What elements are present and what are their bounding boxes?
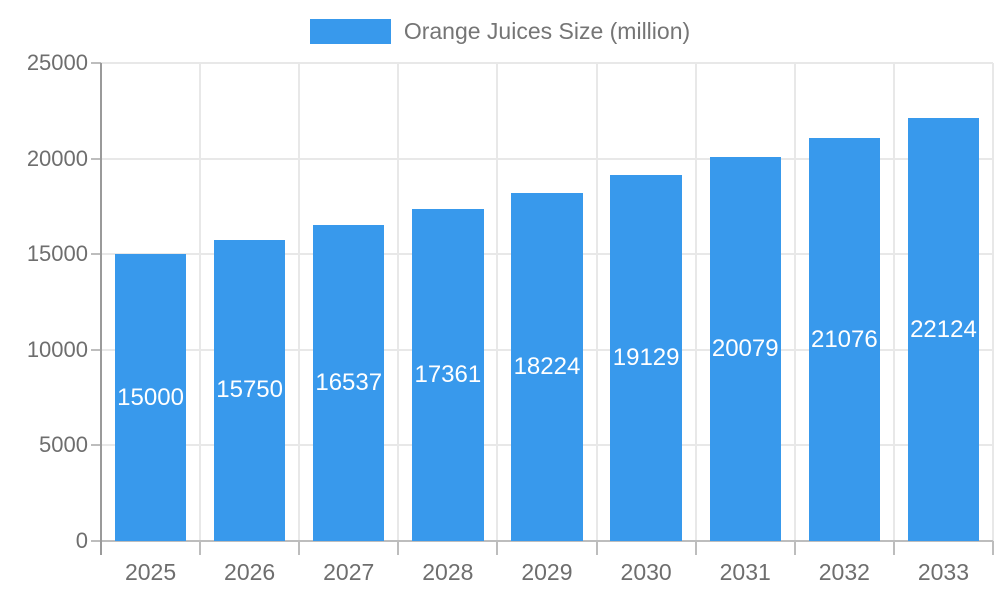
x-axis-label-2026: 2026 [224,559,276,585]
x-axis-label-2025: 2025 [124,559,177,585]
x-axis-tick [695,541,697,555]
gridline-horizontal [101,62,993,64]
bar-2029[interactable] [511,192,583,541]
gridline-vertical [397,63,399,541]
x-axis-tick [893,541,895,555]
x-axis-label-2028: 2028 [422,559,474,585]
y-axis-tick [91,349,101,351]
legend-swatch [309,18,391,44]
bar-value-label: 19129 [612,344,680,372]
x-axis-tick [397,541,399,555]
y-axis-tick [91,158,101,160]
gridline-vertical [596,63,598,541]
legend-label: Orange Juices Size (million) [403,18,691,44]
bar-value-label: 21076 [810,325,878,353]
x-axis-label-2032: 2032 [818,559,870,585]
y-axis-label: 25000 [26,50,88,75]
y-axis-label: 5000 [39,432,88,457]
bar-value-label: 15750 [216,376,284,404]
bar-value-label: 20079 [711,335,779,362]
bar-2032[interactable] [808,138,881,541]
x-axis-label-2029: 2029 [521,559,573,585]
gridline-vertical [794,63,796,541]
y-axis-label: 10000 [26,337,88,362]
x-axis-label-2027: 2027 [323,559,375,585]
gridline-vertical [496,63,498,541]
x-axis-tick [199,541,201,555]
gridline-vertical [893,63,895,541]
gridline-horizontal [101,158,993,160]
bar-value-label: 16537 [315,368,383,396]
bar-2030[interactable] [610,175,682,541]
bar-2031[interactable] [709,157,781,541]
x-axis-tick [596,541,598,555]
gridline-vertical [199,63,201,541]
y-axis-label: 15000 [26,241,88,266]
x-axis-tick [496,541,498,555]
x-axis-label-2031: 2031 [719,559,771,585]
bar-2026[interactable] [214,239,286,541]
x-axis-label-2030: 2030 [620,559,672,585]
x-axis-tick [794,541,796,555]
x-axis-line [91,540,993,542]
gridline-vertical [695,63,697,541]
y-axis-label: 0 [75,528,88,553]
y-axis-label: 20000 [26,146,88,171]
bar-value-label: 22124 [910,315,977,343]
x-axis-tick [298,541,300,555]
bar-value-label: 15000 [117,383,184,411]
bar-2025[interactable] [114,254,187,541]
bar-value-label: 18224 [513,352,581,380]
gridline-vertical [992,63,994,541]
bar-2027[interactable] [313,224,385,541]
x-axis-tick [992,541,994,555]
y-axis-line [100,63,102,555]
y-axis-tick [91,253,101,255]
bar-2033[interactable] [907,118,980,541]
gridline-vertical [298,63,300,541]
bar-2028[interactable] [412,209,484,541]
x-axis-label-2033: 2033 [917,559,970,585]
y-axis-tick [91,62,101,64]
legend[interactable]: Orange Juices Size (million) [0,17,1000,45]
bar-value-label: 17361 [414,361,482,388]
y-axis-tick [91,444,101,446]
